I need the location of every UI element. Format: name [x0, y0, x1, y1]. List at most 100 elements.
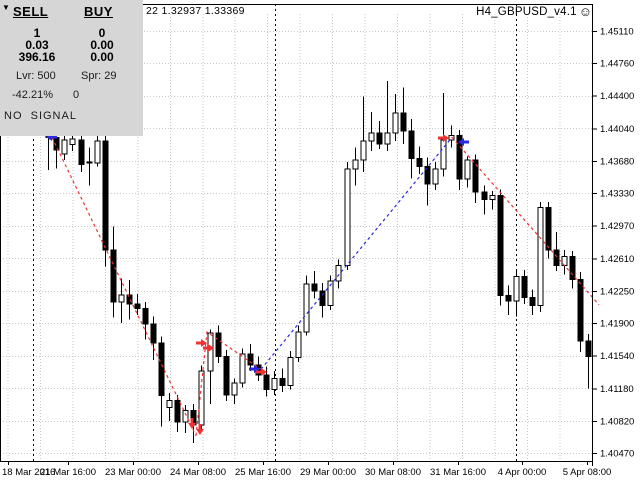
candle-body: [247, 353, 254, 366]
candle-body: [537, 206, 544, 307]
drawdown-label: -42.21%: [12, 89, 53, 101]
candle-body: [166, 399, 173, 409]
panel-dropdown-icon[interactable]: ▼: [2, 3, 10, 12]
candle-body: [102, 140, 109, 251]
red-signal-arrow-icon: [438, 134, 449, 142]
candle-body: [279, 377, 286, 387]
zigzag-line: [51, 137, 197, 436]
candle-body: [424, 166, 431, 185]
indicator-label: H4_GBPUSD_v4.1 ☺: [476, 4, 592, 19]
red-signal-arrow-icon: [196, 424, 204, 435]
time-label: 29 Mar 00:00: [300, 467, 356, 478]
red-signal-arrow-icon: [188, 418, 196, 429]
leverage-label: Lvr: 500: [16, 70, 56, 82]
candle-body: [311, 283, 318, 292]
ea-info-panel[interactable]: ▼ SELL BUY 1 0 0.03 0.00 396.16 0.00 Lvr…: [0, 0, 143, 136]
price-label: 1.45110: [600, 27, 634, 38]
time-label: 31 Mar 16:00: [430, 467, 486, 478]
candle-body: [150, 323, 157, 344]
price-label: 1.44400: [600, 91, 634, 102]
candle-body: [327, 280, 334, 307]
red-signal-arrow-icon: [256, 368, 267, 376]
price-label: 1.42970: [600, 221, 634, 232]
price-label: 1.42610: [600, 254, 634, 265]
candle-body: [408, 130, 415, 159]
candle-body: [118, 294, 125, 303]
signal-status: NO SIGNAL: [4, 110, 77, 122]
candle-body: [569, 256, 576, 280]
candle-body: [368, 132, 375, 142]
blue-signal-arrow-icon: [249, 365, 260, 373]
candle-body: [110, 249, 117, 303]
candle-body: [472, 159, 479, 193]
candle-body: [553, 249, 560, 267]
buy-lots: 0.00: [90, 38, 114, 52]
candle-body: [416, 157, 423, 168]
candle-body: [392, 112, 399, 134]
candle-body: [335, 265, 342, 282]
candle-body: [384, 132, 391, 145]
candle-body: [529, 296, 536, 307]
time-label: 30 Mar 08:00: [365, 467, 421, 478]
candle-body: [489, 195, 496, 200]
candle-body: [440, 139, 447, 170]
sell-count: 1: [33, 26, 41, 40]
smiley-icon[interactable]: ☺: [578, 4, 592, 19]
candle-body: [263, 374, 270, 390]
candle-body: [464, 159, 471, 180]
quote-bar: 22 1.32937 1.33369: [146, 5, 245, 17]
time-label: 18 Mar 2016: [2, 467, 55, 478]
candle-body: [505, 295, 512, 302]
price-label: 1.43680: [600, 157, 634, 168]
candle-body: [134, 303, 141, 309]
blue-signal-arrow-icon: [46, 133, 57, 141]
red-signal-arrow-icon: [203, 344, 214, 352]
candle-body: [223, 356, 230, 396]
candle-body: [61, 139, 68, 155]
candle-body: [271, 377, 278, 390]
candle-body: [69, 138, 76, 146]
candle-body: [577, 278, 584, 342]
blue-signal-arrow-icon: [458, 138, 469, 146]
buy-profit: 0.00: [90, 50, 114, 64]
candle-body: [142, 307, 149, 325]
price-label: 1.41540: [600, 351, 634, 362]
candle-body: [360, 140, 367, 161]
candle-body: [303, 283, 310, 333]
price-label: 1.44760: [600, 58, 634, 69]
price-label: 1.42250: [600, 287, 634, 298]
time-label: 23 Mar 00:00: [105, 467, 161, 478]
candle-body: [78, 139, 85, 166]
candle-body: [497, 195, 504, 297]
price-label: 1.40820: [600, 417, 634, 428]
time-label: 21 Mar 16:00: [40, 467, 96, 478]
sell-profit: 396.16: [18, 50, 56, 64]
candle-body: [231, 382, 238, 396]
candle-body: [158, 342, 165, 397]
price-label: 1.40470: [600, 449, 634, 460]
candle-body: [400, 112, 407, 132]
candle-body: [521, 276, 528, 298]
price-label: 1.41900: [600, 318, 634, 329]
buy-count: 0: [98, 26, 106, 40]
red-signal-arrow-icon: [196, 339, 207, 347]
candle-body: [344, 168, 351, 267]
candle-body: [352, 159, 359, 170]
sell-lots: 0.03: [25, 38, 49, 52]
price-label: 1.43330: [600, 188, 634, 199]
zigzag-line: [195, 330, 262, 436]
candle-body: [513, 276, 520, 302]
candle-body: [585, 340, 592, 358]
candle-body: [448, 135, 455, 141]
time-label: 5 Apr 08:00: [563, 467, 612, 478]
candle-body: [94, 140, 101, 164]
candle-body: [456, 135, 463, 180]
time-label: 4 Apr 00:00: [498, 467, 547, 478]
candle-body: [126, 294, 133, 305]
candle-body: [207, 332, 214, 372]
price-label: 1.41180: [600, 384, 634, 395]
sell-header: SELL: [13, 4, 49, 19]
time-label: 25 Mar 16:00: [235, 467, 291, 478]
